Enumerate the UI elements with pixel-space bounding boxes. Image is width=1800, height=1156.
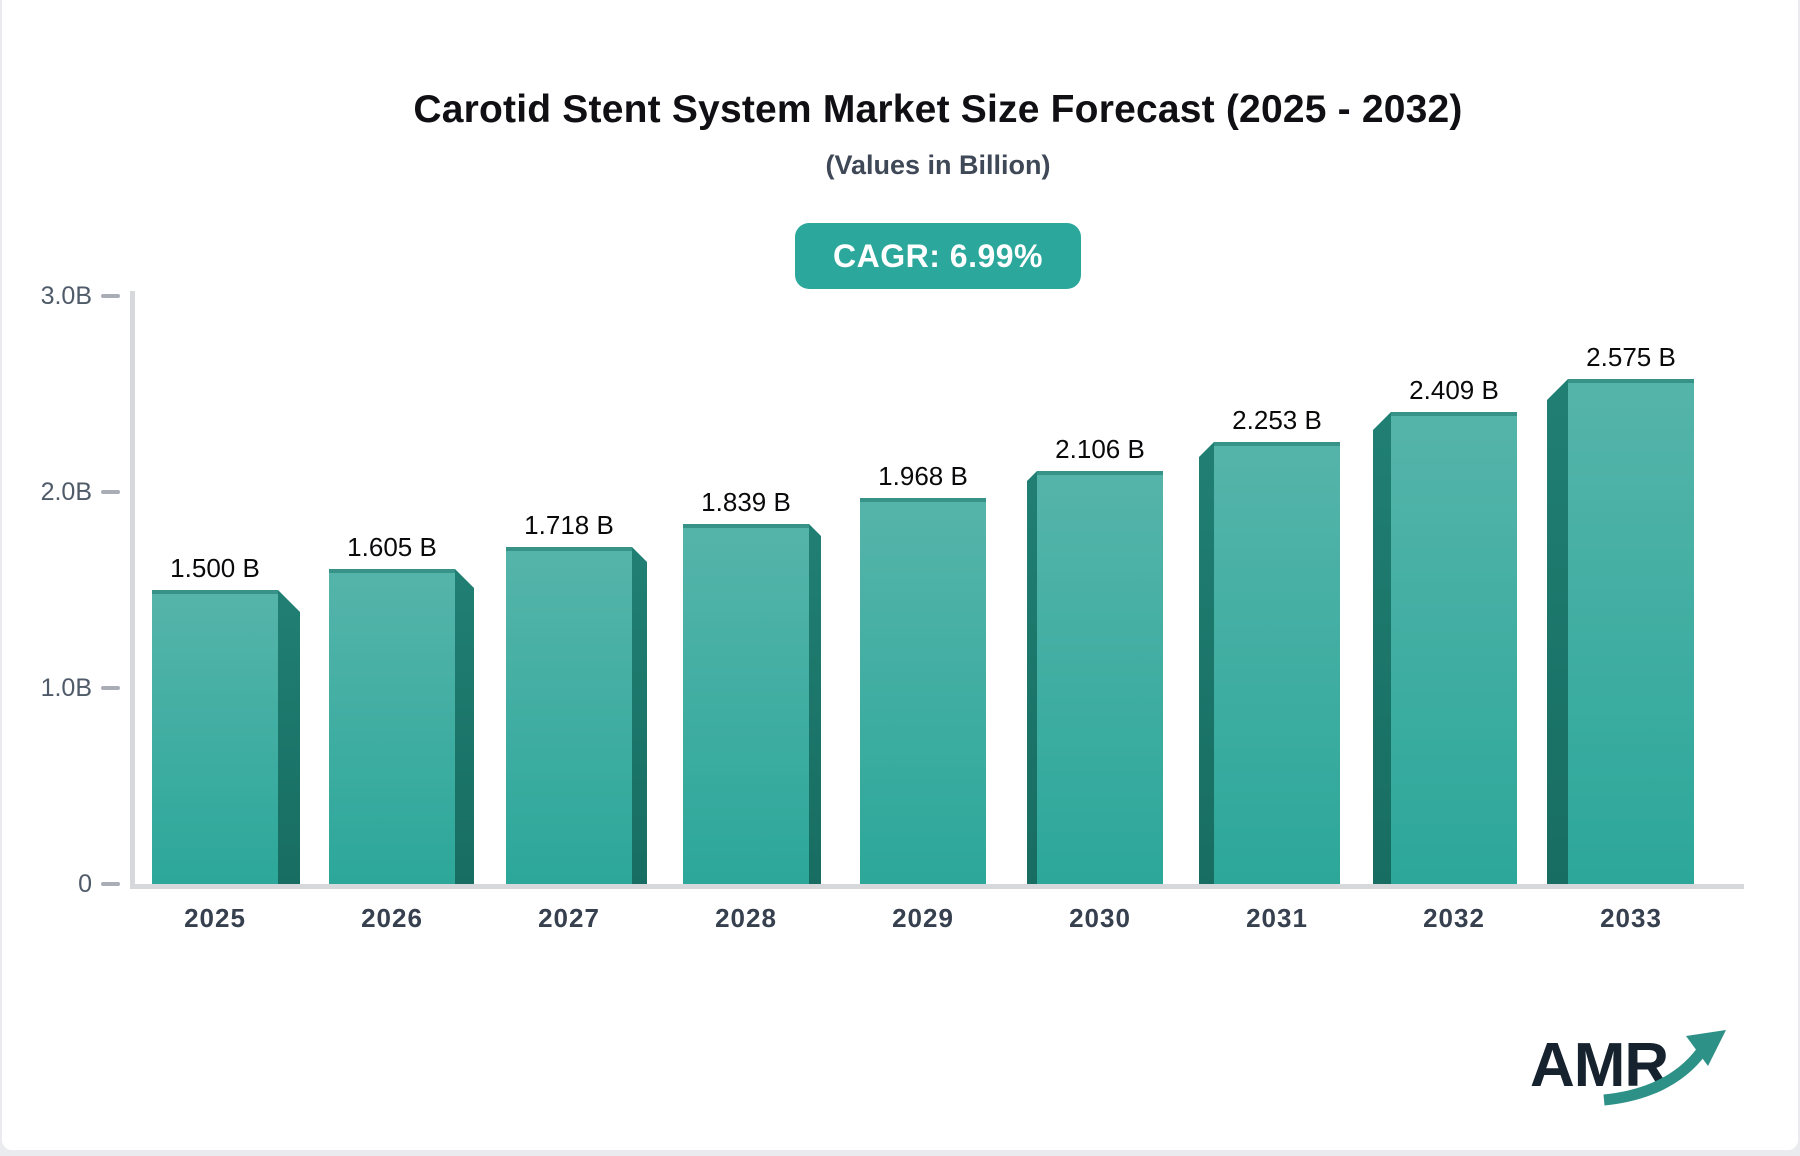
bar-side-3d [1027, 471, 1037, 884]
x-axis-line [130, 884, 1744, 889]
bar-value-label-2030: 2.106 B [1055, 434, 1145, 464]
x-axis-label-2025: 2025 [184, 903, 246, 933]
chart-header: Carotid Stent System Market Size Forecas… [132, 0, 1744, 289]
y-tick-dash [101, 882, 120, 886]
x-axis-label-2031: 2031 [1246, 903, 1308, 933]
y-tick-label-3.0B: 3.0B [40, 282, 92, 310]
growth-arrow-icon [1603, 1030, 1726, 1106]
x-axis-label-2029: 2029 [892, 903, 954, 933]
x-axis-label-2027: 2027 [538, 903, 600, 933]
bar-face-2032 [1391, 412, 1517, 884]
bar-face-2027 [506, 547, 632, 884]
bar-value-label-2031: 2.253 B [1232, 405, 1322, 435]
bar-side-3d [809, 524, 821, 884]
y-tick-label-2.0B: 2.0B [40, 478, 92, 506]
bar-value-label-2029: 1.968 B [878, 461, 968, 491]
y-tick-label-0: 0 [78, 870, 92, 898]
x-axis-label-2030: 2030 [1069, 903, 1131, 933]
bar-face-2029 [860, 498, 986, 884]
bar-face-2028 [683, 524, 809, 884]
y-tick-label-1.0B: 1.0B [40, 674, 92, 702]
bar-value-label-2027: 1.718 B [524, 510, 614, 540]
bar-value-label-2025: 1.500 B [170, 553, 260, 583]
bar-side-3d [632, 547, 647, 884]
x-axis-label-2032: 2032 [1423, 903, 1485, 933]
bar-face-2026 [329, 569, 455, 884]
y-tick-dash [101, 686, 120, 690]
chart-subtitle: (Values in Billion) [825, 150, 1051, 180]
bar-face-2031 [1214, 442, 1340, 884]
bar-face-2033 [1568, 379, 1694, 884]
y-axis-line [130, 291, 135, 888]
page-title: Carotid Stent System Market Size Forecas… [413, 88, 1463, 131]
x-axis-label-2033: 2033 [1600, 903, 1662, 933]
bar-side-3d [1373, 412, 1391, 884]
bar-face-2025 [152, 590, 278, 884]
bar-side-3d [1199, 442, 1214, 884]
amr-logo: AMR [1530, 1026, 1740, 1110]
x-axis-label-2026: 2026 [361, 903, 423, 933]
cagr-badge: CAGR: 6.99% [795, 223, 1081, 289]
bar-value-label-2028: 1.839 B [701, 487, 791, 517]
bar-side-3d [1547, 379, 1568, 884]
bar-value-label-2032: 2.409 B [1409, 375, 1499, 405]
bar-value-label-2033: 2.575 B [1586, 342, 1676, 372]
y-tick-dash [101, 294, 120, 298]
bar-side-3d [278, 590, 300, 884]
bar-side-3d [455, 569, 474, 884]
y-tick-dash [101, 490, 120, 494]
bar-value-label-2026: 1.605 B [347, 532, 437, 562]
bar-face-2030 [1037, 471, 1163, 884]
x-axis-label-2028: 2028 [715, 903, 777, 933]
